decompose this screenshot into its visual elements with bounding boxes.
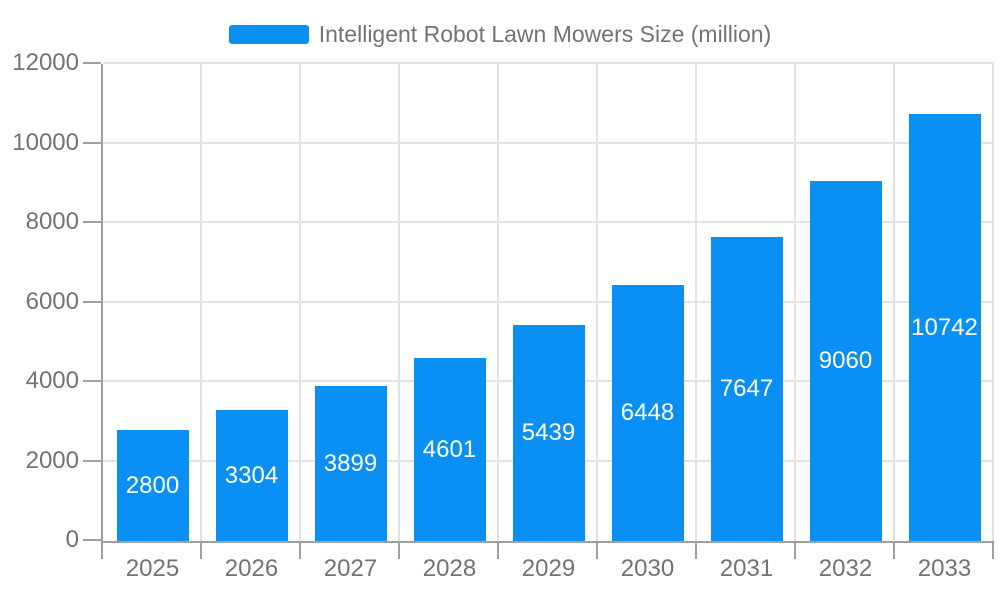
y-gridline [103,62,994,64]
legend[interactable]: Intelligent Robot Lawn Mowers Size (mill… [0,21,1000,47]
y-axis-tick-label: 0 [65,526,79,553]
y-axis-tick-label: 8000 [25,208,79,235]
x-gridline [497,64,499,541]
x-tick [992,541,994,559]
bar-value-label: 3304 [224,461,279,489]
legend-swatch-icon [228,24,309,44]
y-tick [83,221,101,223]
y-tick [83,141,101,144]
x-gridline [596,64,598,541]
x-gridline [200,64,202,541]
y-tick [83,539,101,541]
x-axis-tick-label: 2028 [422,555,477,582]
y-gridline [103,300,994,303]
x-axis-tick-label: 2030 [620,555,675,582]
x-gridline [299,64,301,541]
x-tick [794,541,796,559]
x-tick [695,541,697,559]
bar-2031[interactable]: 7647 [710,237,783,541]
y-axis-tick-label: 2000 [25,446,79,474]
bar-value-label: 6448 [620,399,675,426]
legend-label: Intelligent Robot Lawn Mowers Size (mill… [318,21,772,47]
x-axis-tick-label: 2032 [818,555,873,582]
x-axis-tick-label: 2029 [521,555,576,582]
bar-2032[interactable]: 9060 [809,181,882,541]
y-tick [83,62,101,64]
y-tick [83,380,101,382]
bar-2028[interactable]: 4601 [413,358,486,541]
bar-value-label: 9060 [818,347,873,374]
x-tick [596,541,598,559]
bar-2029[interactable]: 5439 [512,325,585,541]
y-axis-tick-label: 10000 [12,128,79,156]
x-tick [200,541,202,559]
x-tick [101,541,103,559]
y-tick [83,300,101,303]
x-axis-tick-label: 2031 [719,555,774,582]
y-gridline [103,141,994,144]
x-gridline [398,64,400,541]
bar-2025[interactable]: 2800 [116,430,189,541]
bar-2030[interactable]: 6448 [611,285,684,541]
y-axis-tick-label: 12000 [12,49,79,76]
x-axis-tick-label: 2025 [125,555,180,582]
x-axis-tick-label: 2033 [917,555,972,582]
x-gridline [695,64,697,541]
plot-area: 2800 3304 3899 4601 5439 6448 7647 9060 10742 [101,62,994,543]
x-tick [497,541,499,559]
bar-2027[interactable]: 3899 [314,386,387,541]
bar-value-label: 2800 [125,471,180,499]
x-gridline [992,64,994,541]
x-tick [893,541,895,559]
y-gridline [103,221,994,223]
bar-value-label: 7647 [719,375,774,402]
x-axis-tick-label: 2027 [323,555,378,582]
y-tick [83,459,101,462]
bar-value-label: 5439 [521,419,576,446]
x-tick [299,541,301,559]
bar-2026[interactable]: 3304 [215,410,288,541]
y-axis-tick-label: 4000 [25,367,79,394]
bar-value-label: 4601 [422,435,477,463]
bar-2033[interactable]: 10742 [908,114,981,541]
bar-value-label: 3899 [323,449,378,477]
x-gridline [794,64,796,541]
x-tick [398,541,400,559]
bar-value-label: 10742 [911,313,978,341]
x-gridline [893,64,895,541]
x-axis-tick-label: 2026 [224,555,279,582]
y-axis-tick-label: 6000 [25,287,79,315]
